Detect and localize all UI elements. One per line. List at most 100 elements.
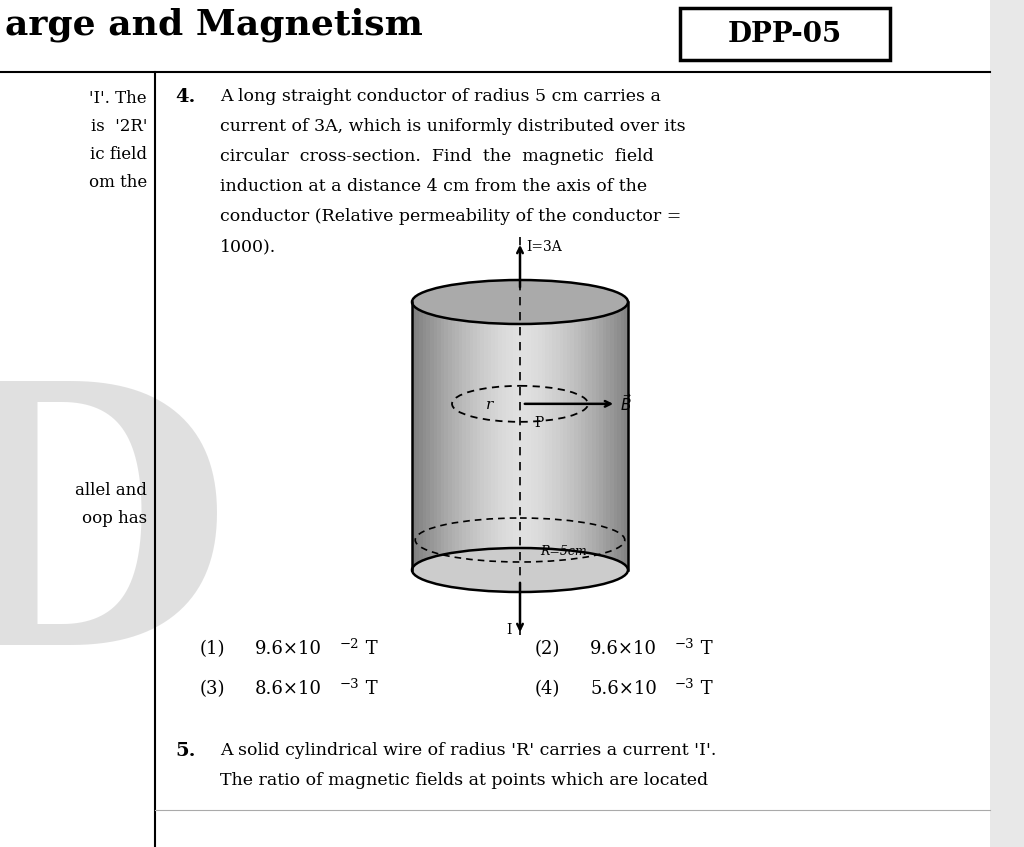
Text: A solid cylindrical wire of radius 'R' carries a current 'I'.: A solid cylindrical wire of radius 'R' c… bbox=[220, 742, 717, 759]
Bar bbox=[452, 302, 457, 570]
Text: induction at a distance 4 cm from the axis of the: induction at a distance 4 cm from the ax… bbox=[220, 178, 647, 195]
Text: 9.6×10: 9.6×10 bbox=[255, 640, 322, 658]
Text: (4): (4) bbox=[535, 680, 560, 698]
Bar bbox=[412, 302, 417, 570]
Text: T: T bbox=[360, 680, 378, 698]
Text: DPP-05: DPP-05 bbox=[728, 20, 842, 47]
Text: −2: −2 bbox=[340, 638, 359, 651]
Bar bbox=[437, 302, 441, 570]
Text: (1): (1) bbox=[200, 640, 225, 658]
Text: T: T bbox=[695, 680, 713, 698]
Ellipse shape bbox=[412, 548, 628, 592]
Bar bbox=[542, 302, 546, 570]
Bar bbox=[596, 302, 600, 570]
Text: r: r bbox=[486, 398, 494, 412]
Bar bbox=[585, 302, 590, 570]
Bar bbox=[430, 302, 434, 570]
Bar bbox=[495, 302, 500, 570]
Bar bbox=[610, 302, 614, 570]
Text: P: P bbox=[534, 416, 544, 429]
Text: 9.6×10: 9.6×10 bbox=[590, 640, 657, 658]
Bar bbox=[574, 302, 579, 570]
Text: 5.: 5. bbox=[175, 742, 196, 760]
Bar bbox=[440, 302, 445, 570]
Bar bbox=[621, 302, 626, 570]
Text: om the: om the bbox=[89, 174, 147, 191]
Text: $\vec{B}$: $\vec{B}$ bbox=[620, 393, 633, 414]
Bar bbox=[523, 302, 528, 570]
Bar bbox=[556, 302, 560, 570]
Bar bbox=[416, 302, 420, 570]
Bar bbox=[477, 302, 481, 570]
Bar bbox=[570, 302, 575, 570]
Bar bbox=[538, 302, 543, 570]
Bar bbox=[535, 302, 539, 570]
Bar bbox=[502, 302, 507, 570]
Bar bbox=[470, 302, 474, 570]
Bar bbox=[426, 302, 431, 570]
Bar bbox=[487, 302, 493, 570]
Bar bbox=[449, 302, 453, 570]
Text: 5.6×10: 5.6×10 bbox=[590, 680, 656, 698]
Bar bbox=[592, 302, 597, 570]
Text: conductor (Relative permeability of the conductor =: conductor (Relative permeability of the … bbox=[220, 208, 681, 225]
Bar bbox=[549, 302, 553, 570]
Bar bbox=[492, 302, 496, 570]
Text: I=3A: I=3A bbox=[526, 240, 562, 254]
Bar bbox=[480, 302, 485, 570]
Text: I: I bbox=[507, 623, 512, 637]
Bar bbox=[463, 302, 467, 570]
Bar bbox=[578, 302, 583, 570]
Text: is  '2R': is '2R' bbox=[91, 118, 147, 135]
Bar bbox=[506, 302, 510, 570]
Text: allel and: allel and bbox=[75, 482, 147, 499]
Bar bbox=[513, 302, 517, 570]
Ellipse shape bbox=[412, 280, 628, 324]
Text: −3: −3 bbox=[340, 678, 359, 691]
Bar bbox=[516, 302, 521, 570]
Bar bbox=[606, 302, 611, 570]
Text: arge and Magnetism: arge and Magnetism bbox=[5, 8, 423, 42]
Text: T: T bbox=[360, 640, 378, 658]
Bar bbox=[509, 302, 514, 570]
Bar bbox=[444, 302, 449, 570]
Bar bbox=[423, 302, 427, 570]
Bar bbox=[625, 302, 629, 570]
Text: current of 3A, which is uniformly distributed over its: current of 3A, which is uniformly distri… bbox=[220, 118, 686, 135]
Text: T: T bbox=[695, 640, 713, 658]
Bar bbox=[520, 302, 524, 570]
Text: 'I'. The: 'I'. The bbox=[89, 90, 147, 107]
Bar bbox=[552, 302, 557, 570]
Bar bbox=[599, 302, 604, 570]
Bar bbox=[499, 302, 503, 570]
Text: 1000).: 1000). bbox=[220, 238, 276, 255]
Text: (3): (3) bbox=[200, 680, 225, 698]
Text: D: D bbox=[0, 370, 231, 720]
Bar bbox=[466, 302, 471, 570]
Bar bbox=[433, 302, 438, 570]
Bar bbox=[680, 8, 890, 60]
Text: A long straight conductor of radius 5 cm carries a: A long straight conductor of radius 5 cm… bbox=[220, 88, 660, 105]
Bar bbox=[990, 0, 1024, 847]
Text: The ratio of magnetic fields at points which are located: The ratio of magnetic fields at points w… bbox=[220, 772, 709, 789]
Bar bbox=[559, 302, 564, 570]
Bar bbox=[530, 302, 536, 570]
Text: R=5cm: R=5cm bbox=[540, 545, 587, 558]
Bar bbox=[419, 302, 424, 570]
Bar bbox=[617, 302, 622, 570]
Text: 8.6×10: 8.6×10 bbox=[255, 680, 322, 698]
Bar bbox=[545, 302, 550, 570]
Text: −3: −3 bbox=[675, 678, 694, 691]
Bar bbox=[582, 302, 586, 570]
Bar bbox=[603, 302, 607, 570]
Bar bbox=[589, 302, 593, 570]
Bar bbox=[563, 302, 567, 570]
Bar bbox=[484, 302, 488, 570]
Bar bbox=[473, 302, 478, 570]
Text: oop has: oop has bbox=[82, 510, 147, 527]
Bar bbox=[527, 302, 531, 570]
Bar bbox=[567, 302, 571, 570]
Bar bbox=[459, 302, 464, 570]
Bar bbox=[613, 302, 618, 570]
Text: −3: −3 bbox=[675, 638, 694, 651]
